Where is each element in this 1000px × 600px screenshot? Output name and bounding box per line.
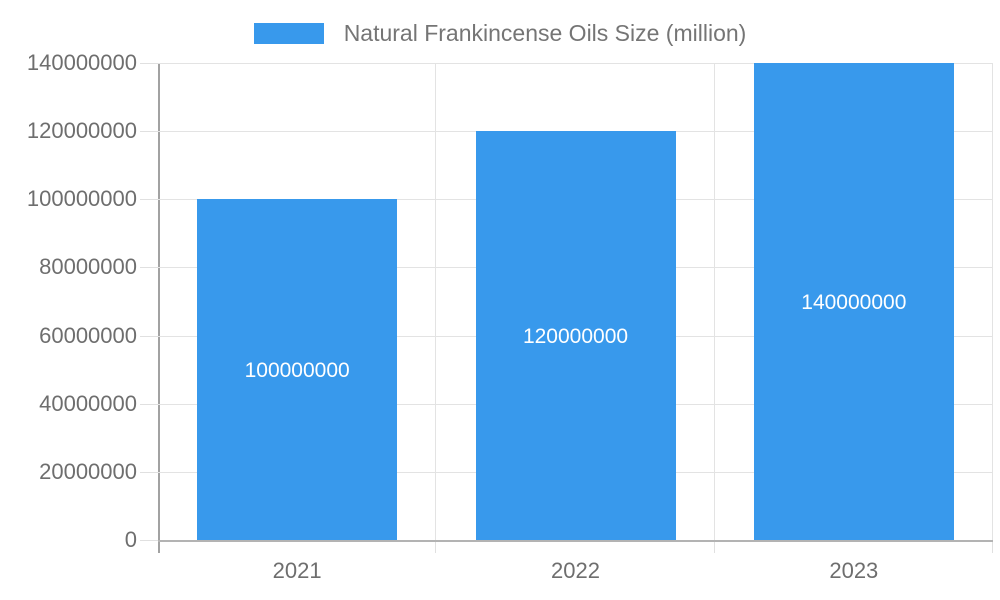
x-axis-label-2023: 2023 (829, 558, 879, 583)
x-axis-label-2021: 2021 (272, 558, 322, 583)
plot-area: 100000000 120000000 140000000 (158, 63, 993, 540)
gridline-vertical (714, 63, 715, 540)
gridline-vertical (992, 63, 993, 540)
y-axis-tick-label: 120000000 (26, 118, 137, 144)
y-axis-tick (140, 335, 158, 337)
y-axis-tick (140, 199, 158, 201)
bar-value-label-2021: 100000000 (244, 358, 350, 382)
x-axis-tick (714, 540, 715, 553)
bar-value-label-2023: 140000000 (801, 290, 907, 314)
chart-legend: Natural Frankincense Oils Size (million) (0, 20, 1000, 47)
y-axis-tick-label: 40000000 (39, 390, 137, 416)
x-axis-tick (992, 540, 993, 553)
legend-label: Natural Frankincense Oils Size (million) (343, 20, 747, 46)
y-axis-tick-label: 100000000 (26, 186, 137, 212)
bar-value-label-2022: 120000000 (522, 324, 629, 348)
x-axis-tick (435, 540, 436, 553)
y-axis-tick (140, 403, 158, 405)
y-axis-tick-label: 140000000 (26, 50, 137, 75)
gridline-vertical (435, 63, 436, 540)
bar-2023 (753, 63, 954, 540)
bar-2021 (197, 199, 398, 540)
y-axis-line (158, 63, 160, 553)
y-axis-tick (140, 471, 158, 473)
x-axis-line (158, 540, 993, 542)
y-axis-tick (140, 540, 158, 541)
x-axis-label-2022: 2022 (551, 558, 600, 583)
y-axis-tick-label: 60000000 (39, 322, 137, 348)
bar-2022 (475, 131, 676, 540)
y-axis-tick (140, 267, 158, 269)
gridline-horizontal (158, 63, 993, 64)
y-axis-tick-label: 20000000 (39, 458, 137, 484)
y-axis-tick-label: 80000000 (39, 254, 137, 280)
y-axis-tick (140, 63, 158, 64)
legend-swatch (253, 23, 324, 44)
y-axis-tick-label: 0 (124, 527, 137, 552)
y-axis-tick (140, 131, 158, 133)
